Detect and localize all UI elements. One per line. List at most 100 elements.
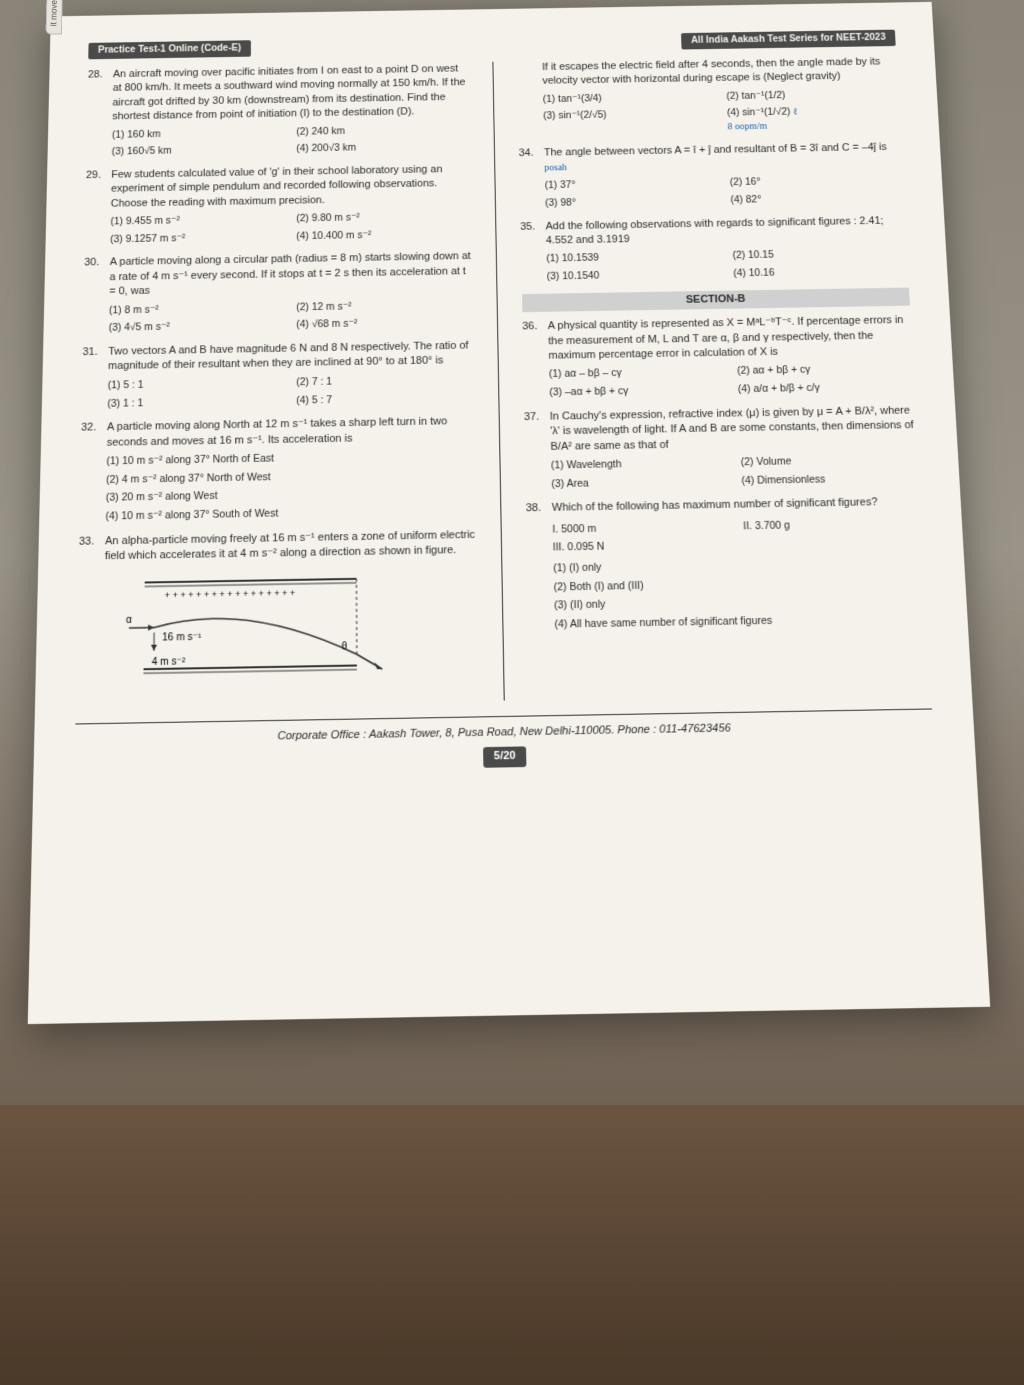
option: (2) 10.15 bbox=[732, 246, 907, 263]
question-text: Add the following observations with rega… bbox=[546, 215, 884, 246]
two-column-layout: 28. An aircraft moving over pacific init… bbox=[76, 55, 931, 708]
option: (3) 1 : 1 bbox=[107, 394, 284, 411]
option: (4) 82° bbox=[730, 191, 904, 208]
question-29: 29. Few students calculated value of 'g'… bbox=[85, 162, 471, 247]
tab: it moves bbox=[46, 0, 63, 35]
option: (1) 10.1539 bbox=[546, 249, 721, 266]
option: (1) Wavelength bbox=[551, 456, 729, 473]
option: (2) tan⁻¹(1/2) bbox=[726, 87, 899, 103]
option: (2) 16° bbox=[730, 173, 904, 190]
question-34: 34. The angle between vectors A = î + ĵ … bbox=[519, 141, 905, 211]
svg-text:+ + + + + + + + + + + + + + +: + + + + + + + + + + + + + + + + + bbox=[165, 587, 296, 600]
option: (4) All have same number of significant … bbox=[554, 611, 927, 632]
question-35: 35. Add the following observations with … bbox=[520, 214, 908, 285]
option: (3) –aα + bβ + cγ bbox=[549, 383, 726, 400]
page-edge-tabs: it moves in s⁻¹) causes to speed of of A… bbox=[46, 0, 67, 35]
option: (2) 4 m s⁻² along 37° North of West bbox=[106, 467, 474, 488]
question-text: Few students calculated value of 'g' in … bbox=[111, 164, 443, 209]
question-30: 30. A particle moving along a circular p… bbox=[83, 250, 472, 336]
header-right-badge: All India Aakash Test Series for NEET-20… bbox=[681, 30, 896, 50]
left-column: 28. An aircraft moving over pacific init… bbox=[76, 62, 478, 708]
option: (4) 10.400 m s⁻² bbox=[296, 227, 470, 244]
option: (2) Both (I) and (III) bbox=[554, 574, 926, 595]
option: (3) sin⁻¹(2/√5) bbox=[543, 107, 716, 138]
handwritten-note: ℓ bbox=[793, 107, 798, 117]
item: III. 0.095 N bbox=[553, 538, 733, 556]
option: (3) 4√5 m s⁻² bbox=[109, 318, 285, 335]
option: (2) 12 m s⁻² bbox=[296, 297, 471, 314]
question-number: 34. bbox=[519, 147, 540, 211]
q33-diagram: + + + + + + + + + + + + + + + + + α θ 16… bbox=[123, 568, 387, 683]
question-28: 28. An aircraft moving over pacific init… bbox=[86, 62, 469, 159]
page-footer: Corporate Office : Aakash Tower, 8, Pusa… bbox=[74, 708, 934, 774]
question-number: 33. bbox=[76, 534, 99, 698]
question-text: The angle between vectors A = î + ĵ and … bbox=[544, 142, 887, 159]
option: (2) 9.80 m s⁻² bbox=[296, 209, 470, 226]
question-33: 33. An alpha-particle moving freely at 1… bbox=[76, 528, 478, 698]
question-number: 35. bbox=[520, 220, 541, 285]
option: (4) a/α + b/β + c/γ bbox=[738, 380, 915, 397]
option: (3) 9.1257 m s⁻² bbox=[110, 230, 284, 247]
header-bar: Practice Test-1 Online (Code-E) All Indi… bbox=[88, 30, 895, 60]
option: (3) 160√5 km bbox=[112, 143, 285, 159]
header-left-badge: Practice Test-1 Online (Code-E) bbox=[88, 40, 250, 59]
option: (3) (II) only bbox=[554, 592, 927, 613]
question-37: 37. In Cauchy's expression, refractive i… bbox=[524, 403, 920, 491]
blank-num bbox=[517, 61, 538, 138]
option: (4) 200√3 km bbox=[296, 140, 469, 156]
item: I. 5000 m bbox=[552, 519, 731, 537]
question-number: 38. bbox=[526, 501, 549, 633]
question-text: If it escapes the electric field after 4… bbox=[542, 56, 881, 87]
question-number: 31. bbox=[81, 345, 102, 411]
option: (1) 10 m s⁻² along 37° North of East bbox=[106, 448, 474, 469]
question-text: A particle moving along a circular path … bbox=[109, 251, 471, 298]
column-divider bbox=[492, 62, 504, 701]
question-text: Two vectors A and B have magnitude 6 N a… bbox=[108, 340, 469, 372]
question-number: 28. bbox=[86, 68, 107, 159]
desk-surface bbox=[0, 1105, 1024, 1385]
question-number: 30. bbox=[83, 256, 104, 336]
question-text: Which of the following has maximum numbe… bbox=[552, 497, 878, 514]
option: (2) Volume bbox=[740, 452, 918, 469]
option: (4) √68 m s⁻² bbox=[296, 315, 472, 332]
handwritten-note: posah bbox=[544, 163, 567, 174]
handwritten-note: 8 oopm/m bbox=[727, 122, 767, 133]
question-number: 32. bbox=[79, 421, 101, 525]
option: (3) 20 m s⁻² along West bbox=[106, 485, 475, 506]
option: (3) 98° bbox=[545, 194, 719, 211]
option: (1) aα – bβ – cγ bbox=[549, 365, 726, 382]
option: (2) 240 km bbox=[296, 122, 469, 138]
option: (3) Area bbox=[551, 474, 730, 492]
page-number-badge: 5/20 bbox=[483, 747, 526, 768]
question-number: 37. bbox=[524, 410, 546, 492]
question-33-continued: If it escapes the electric field after 4… bbox=[517, 55, 900, 138]
question-number: 36. bbox=[522, 320, 543, 401]
option: (1) 37° bbox=[545, 176, 719, 193]
question-text: An aircraft moving over pacific initiate… bbox=[112, 63, 465, 122]
item: II. 3.700 g bbox=[743, 516, 922, 534]
right-column: If it escapes the electric field after 4… bbox=[517, 55, 931, 700]
question-38: 38. Which of the following has maximum n… bbox=[526, 495, 928, 633]
question-text: A particle moving along North at 12 m s⁻… bbox=[107, 416, 448, 449]
option: (2) 7 : 1 bbox=[296, 372, 473, 389]
option: (1) 8 m s⁻² bbox=[109, 301, 285, 318]
section-b-header: SECTION-B bbox=[522, 287, 910, 312]
option: (1) 160 km bbox=[112, 125, 285, 141]
question-number: 29. bbox=[85, 168, 106, 247]
option: (4) 10.16 bbox=[733, 264, 908, 281]
question-32: 32. A particle moving along North at 12 … bbox=[79, 414, 475, 524]
option: (4) Dimensionless bbox=[741, 471, 920, 488]
exam-paper: it moves in s⁻¹) causes to speed of of A… bbox=[28, 2, 990, 1024]
svg-text:θ: θ bbox=[342, 641, 348, 653]
option: (3) 10.1540 bbox=[547, 267, 722, 284]
corporate-address: Corporate Office : Aakash Tower, 8, Pusa… bbox=[75, 718, 933, 749]
option: (2) aα + bβ + cγ bbox=[737, 362, 914, 379]
question-text: An alpha-particle moving freely at 16 m … bbox=[105, 529, 475, 563]
svg-text:4 m s⁻²: 4 m s⁻² bbox=[152, 656, 186, 668]
question-31: 31. Two vectors A and B have magnitude 6… bbox=[81, 339, 473, 411]
option: (1) 9.455 m s⁻² bbox=[110, 212, 284, 229]
svg-text:α: α bbox=[126, 614, 132, 626]
svg-text:16 m s⁻¹: 16 m s⁻¹ bbox=[162, 631, 202, 643]
option: (4) 5 : 7 bbox=[296, 390, 473, 407]
question-text: In Cauchy's expression, refractive index… bbox=[550, 404, 914, 452]
